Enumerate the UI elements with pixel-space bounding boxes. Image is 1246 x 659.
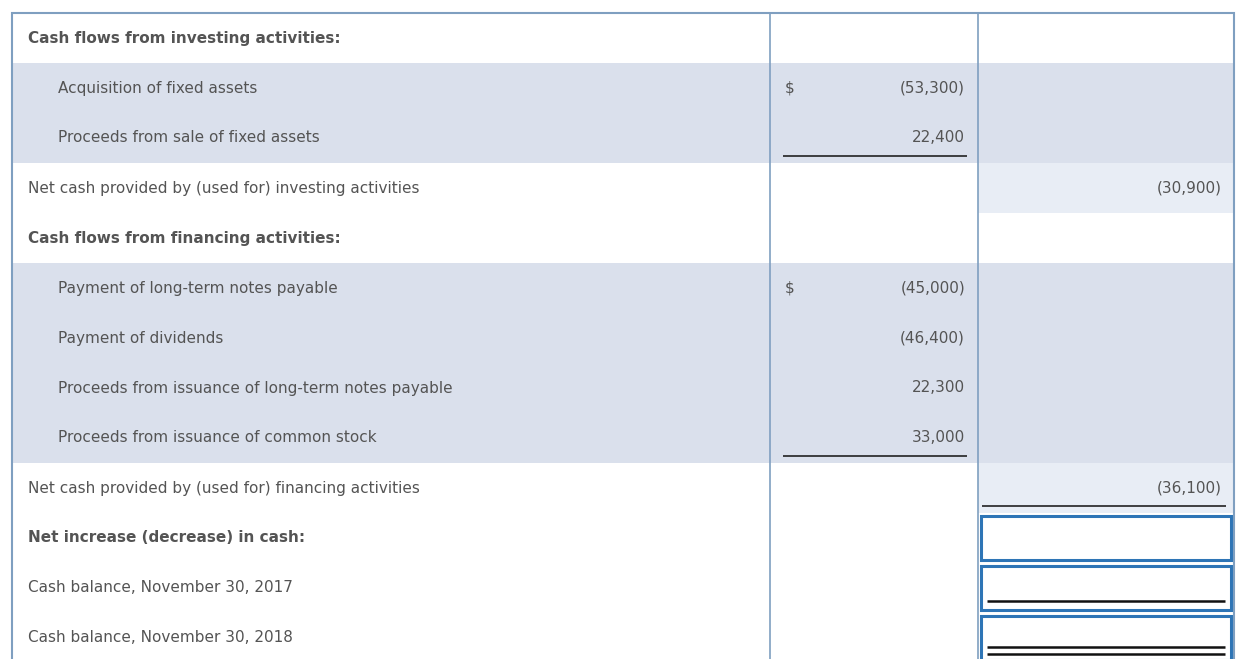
Text: Cash balance, November 30, 2018: Cash balance, November 30, 2018 (27, 631, 293, 646)
Text: (30,900): (30,900) (1158, 181, 1222, 196)
Text: (46,400): (46,400) (900, 331, 964, 345)
Text: Acquisition of fixed assets: Acquisition of fixed assets (59, 80, 258, 96)
Text: (53,300): (53,300) (900, 80, 964, 96)
Text: Cash balance, November 30, 2017: Cash balance, November 30, 2017 (27, 581, 293, 596)
Text: Cash flows from financing activities:: Cash flows from financing activities: (27, 231, 340, 246)
Bar (12, 63, 1234, 113)
Text: Payment of long-term notes payable: Payment of long-term notes payable (59, 281, 338, 295)
Text: 33,000: 33,000 (912, 430, 964, 445)
Text: Net cash provided by (used for) financing activities: Net cash provided by (used for) financin… (27, 480, 420, 496)
Bar (12, 363, 1234, 413)
Text: Proceeds from issuance of long-term notes payable: Proceeds from issuance of long-term note… (59, 380, 452, 395)
Bar (981, 516, 1231, 560)
Text: 22,300: 22,300 (912, 380, 964, 395)
Bar (12, 413, 1234, 463)
Bar (981, 616, 1231, 659)
Text: (36,100): (36,100) (1158, 480, 1222, 496)
Text: Cash flows from investing activities:: Cash flows from investing activities: (27, 30, 340, 45)
Bar (978, 463, 1234, 513)
Bar (981, 566, 1231, 610)
Text: Payment of dividends: Payment of dividends (59, 331, 223, 345)
Text: $: $ (785, 80, 795, 96)
Text: (45,000): (45,000) (901, 281, 964, 295)
Bar (12, 263, 1234, 313)
Text: Proceeds from issuance of common stock: Proceeds from issuance of common stock (59, 430, 376, 445)
Bar (12, 313, 1234, 363)
Text: Net cash provided by (used for) investing activities: Net cash provided by (used for) investin… (27, 181, 420, 196)
Text: 22,400: 22,400 (912, 130, 964, 146)
Text: Proceeds from sale of fixed assets: Proceeds from sale of fixed assets (59, 130, 320, 146)
Text: $: $ (785, 281, 795, 295)
Bar (12, 113, 1234, 163)
Text: Net increase (decrease) in cash:: Net increase (decrease) in cash: (27, 530, 305, 546)
Bar (978, 163, 1234, 213)
